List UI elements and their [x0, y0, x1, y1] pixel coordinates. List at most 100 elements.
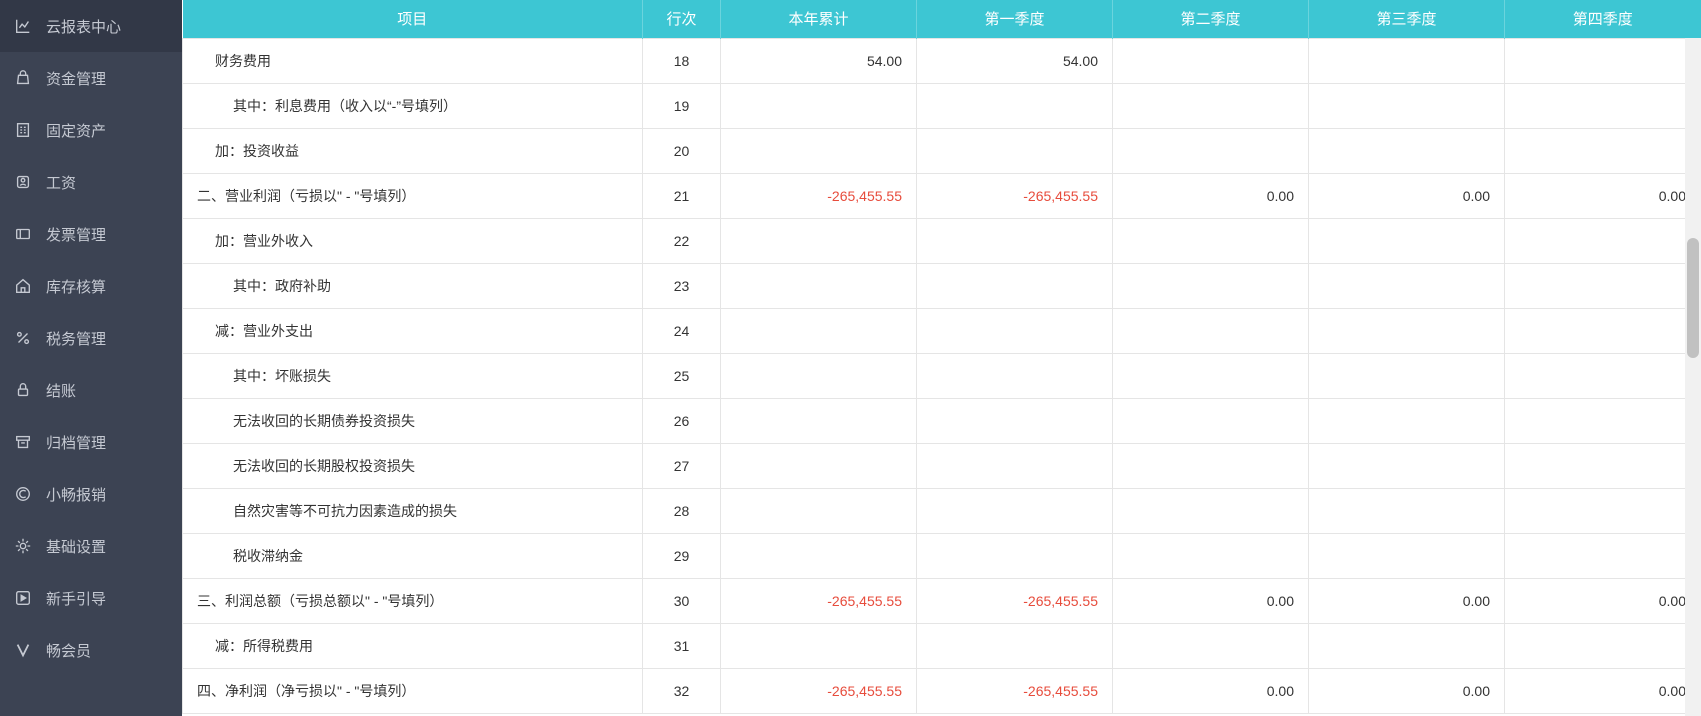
cell-q1: -265,455.55 [917, 578, 1113, 623]
c-icon [14, 485, 32, 503]
sidebar-item-6[interactable]: 税务管理 [0, 312, 182, 364]
col-header-ytd: 本年累计 [721, 0, 917, 38]
cell-item: 减：所得税费用 [183, 623, 643, 668]
cell-row: 27 [643, 443, 721, 488]
table-row: 自然灾害等不可抗力因素造成的损失28 [183, 488, 1701, 533]
sidebar-item-0[interactable]: 云报表中心 [0, 0, 182, 52]
cell-ytd [721, 308, 917, 353]
sidebar-item-3[interactable]: 工资 [0, 156, 182, 208]
cell-item: 加：营业外收入 [183, 218, 643, 263]
table-row: 加：投资收益20 [183, 128, 1701, 173]
cell-q3 [1309, 83, 1505, 128]
sidebar-item-1[interactable]: 资金管理 [0, 52, 182, 104]
vertical-scrollbar[interactable] [1685, 38, 1701, 716]
cell-q3 [1309, 623, 1505, 668]
cell-q4 [1505, 353, 1701, 398]
cell-ytd [721, 353, 917, 398]
cell-row: 28 [643, 488, 721, 533]
sidebar-item-label: 基础设置 [46, 536, 106, 557]
cell-q4 [1505, 218, 1701, 263]
cell-q3 [1309, 443, 1505, 488]
cell-q1 [917, 443, 1113, 488]
cell-q4 [1505, 533, 1701, 578]
cell-item: 三、利润总额（亏损总额以" - "号填列） [183, 578, 643, 623]
cell-q2: 0.00 [1113, 173, 1309, 218]
scrollbar-thumb[interactable] [1687, 238, 1699, 358]
sidebar-item-2[interactable]: 固定资产 [0, 104, 182, 156]
cell-q2 [1113, 38, 1309, 83]
archive-icon [14, 433, 32, 451]
cell-item: 二、营业利润（亏损以" - "号填列） [183, 173, 643, 218]
sidebar-item-4[interactable]: 发票管理 [0, 208, 182, 260]
cell-q4: 0.00 [1505, 578, 1701, 623]
lock-icon [14, 381, 32, 399]
cell-q2 [1113, 443, 1309, 488]
cell-q2 [1113, 353, 1309, 398]
sidebar-item-label: 畅会员 [46, 640, 91, 661]
cell-q4 [1505, 623, 1701, 668]
percent-icon [14, 329, 32, 347]
table-row: 加：营业外收入22 [183, 218, 1701, 263]
cell-item: 其中：坏账损失 [183, 353, 643, 398]
sidebar-item-label: 云报表中心 [46, 16, 121, 37]
sidebar-item-label: 税务管理 [46, 328, 106, 349]
badge-icon [14, 173, 32, 191]
cell-row: 31 [643, 623, 721, 668]
cell-q1 [917, 488, 1113, 533]
cell-q3: 0.00 [1309, 578, 1505, 623]
cell-q3 [1309, 488, 1505, 533]
v-icon [14, 641, 32, 659]
cell-row: 25 [643, 353, 721, 398]
cell-ytd [721, 218, 917, 263]
cell-item: 四、净利润（净亏损以" - "号填列） [183, 668, 643, 713]
sidebar-item-label: 小畅报销 [46, 484, 106, 505]
cell-q1: 54.00 [917, 38, 1113, 83]
cell-row: 18 [643, 38, 721, 83]
cell-row: 32 [643, 668, 721, 713]
col-header-row: 行次 [643, 0, 721, 38]
cell-row: 24 [643, 308, 721, 353]
cell-q2 [1113, 263, 1309, 308]
cell-q2 [1113, 308, 1309, 353]
cell-q3 [1309, 263, 1505, 308]
cell-q2 [1113, 398, 1309, 443]
cell-ytd: -265,455.55 [721, 668, 917, 713]
cell-ytd [721, 488, 917, 533]
cell-ytd [721, 128, 917, 173]
sidebar-item-7[interactable]: 结账 [0, 364, 182, 416]
cell-q1 [917, 218, 1113, 263]
cell-q2 [1113, 83, 1309, 128]
table-row: 二、营业利润（亏损以" - "号填列）21-265,455.55-265,455… [183, 173, 1701, 218]
sidebar-item-9[interactable]: 小畅报销 [0, 468, 182, 520]
table-row: 财务费用1854.0054.00 [183, 38, 1701, 83]
cell-q4 [1505, 263, 1701, 308]
cell-q4 [1505, 398, 1701, 443]
bag-icon [14, 69, 32, 87]
sidebar-item-11[interactable]: 新手引导 [0, 572, 182, 624]
sidebar-item-5[interactable]: 库存核算 [0, 260, 182, 312]
sidebar-item-label: 发票管理 [46, 224, 106, 245]
cell-row: 29 [643, 533, 721, 578]
cell-item: 其中：政府补助 [183, 263, 643, 308]
cell-q1 [917, 308, 1113, 353]
report-table: 项目行次本年累计第一季度第二季度第三季度第四季度 财务费用1854.0054.0… [182, 0, 1701, 714]
cell-row: 21 [643, 173, 721, 218]
sidebar-item-label: 归档管理 [46, 432, 106, 453]
cell-item: 无法收回的长期债券投资损失 [183, 398, 643, 443]
cell-ytd [721, 398, 917, 443]
sidebar: 云报表中心资金管理固定资产工资发票管理库存核算税务管理结账归档管理小畅报销基础设… [0, 0, 182, 716]
cell-q1 [917, 353, 1113, 398]
cell-q1 [917, 398, 1113, 443]
cell-row: 26 [643, 398, 721, 443]
cell-q2 [1113, 533, 1309, 578]
cell-item: 减：营业外支出 [183, 308, 643, 353]
sidebar-item-8[interactable]: 归档管理 [0, 416, 182, 468]
sidebar-item-12[interactable]: 畅会员 [0, 624, 182, 676]
cell-q2: 0.00 [1113, 578, 1309, 623]
sidebar-item-label: 新手引导 [46, 588, 106, 609]
table-row: 三、利润总额（亏损总额以" - "号填列）30-265,455.55-265,4… [183, 578, 1701, 623]
sidebar-item-10[interactable]: 基础设置 [0, 520, 182, 572]
table-row: 减：所得税费用31 [183, 623, 1701, 668]
building-icon [14, 121, 32, 139]
cell-row: 20 [643, 128, 721, 173]
